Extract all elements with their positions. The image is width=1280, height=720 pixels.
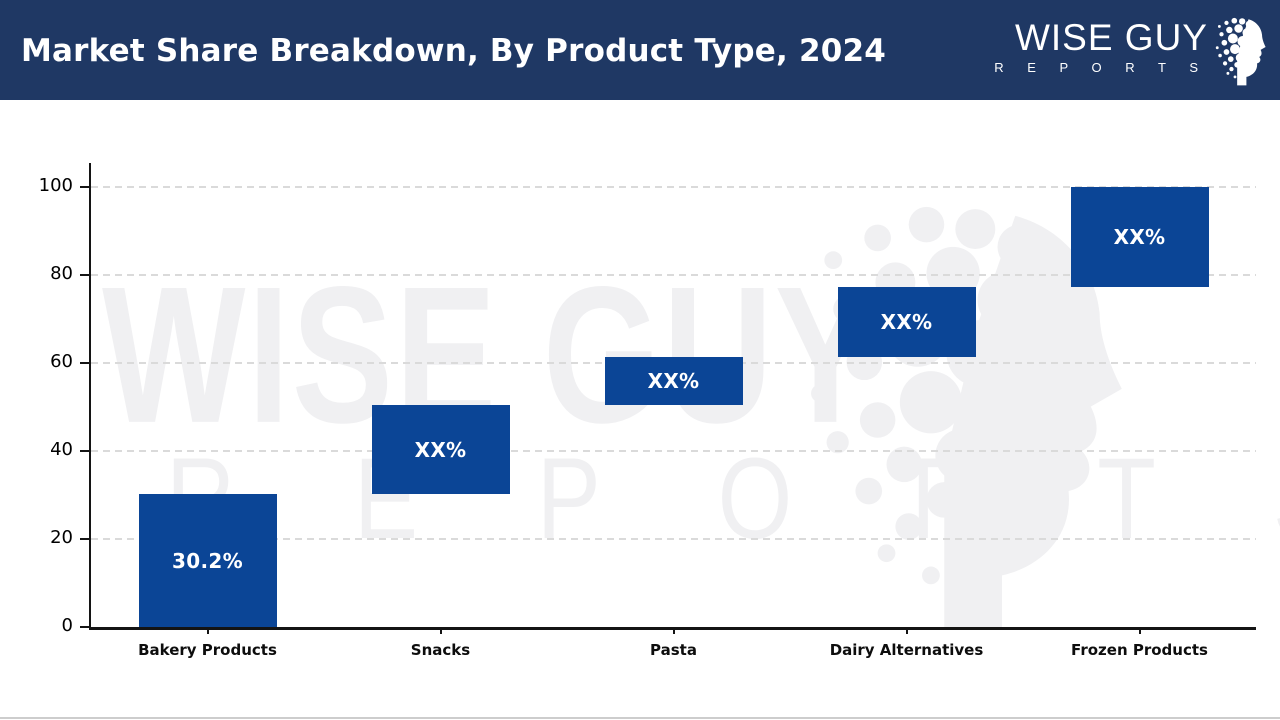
x-axis-tick bbox=[439, 627, 442, 634]
bar-value-label: XX% bbox=[1113, 225, 1166, 250]
x-axis-tick bbox=[206, 627, 209, 634]
category-label: Frozen Products bbox=[1071, 641, 1208, 659]
y-tick-label: 100 bbox=[38, 175, 73, 197]
plot-area: 0 20 40 60 80 100 30.2% Bakery Products XX% Snack… bbox=[39, 163, 1256, 659]
brand-name: WISE GUY bbox=[1014, 17, 1208, 58]
y-axis-tick bbox=[80, 626, 89, 628]
category-label: Bakery Products bbox=[138, 641, 277, 659]
brand-logo-text: WISE GUY R E P O R T S bbox=[994, 19, 1208, 75]
y-tick-label: 60 bbox=[50, 351, 73, 373]
gridline bbox=[91, 538, 1256, 541]
bar-value-label: 30.2% bbox=[172, 548, 243, 573]
y-axis-tick bbox=[80, 186, 89, 189]
category-label: Dairy Alternatives bbox=[829, 641, 984, 659]
bar: XX% bbox=[837, 287, 976, 358]
gridline bbox=[91, 274, 1256, 277]
y-axis-tick bbox=[80, 362, 89, 365]
gridline bbox=[91, 450, 1256, 453]
header: Market Share Breakdown, By Product Type,… bbox=[0, 0, 1280, 100]
page-title: Market Share Breakdown, By Product Type,… bbox=[21, 33, 887, 69]
head-profile-icon bbox=[1215, 17, 1266, 86]
y-tick-label: 0 bbox=[61, 615, 73, 636]
category-label: Snacks bbox=[410, 641, 471, 659]
y-tick-label: 80 bbox=[50, 263, 73, 285]
bar: XX% bbox=[1070, 187, 1209, 288]
y-axis-tick bbox=[80, 274, 89, 277]
bar-value-label: XX% bbox=[880, 310, 933, 335]
bar: XX% bbox=[371, 405, 510, 495]
brand-logo: WISE GUY R E P O R T S bbox=[994, 6, 1272, 96]
category-label: Pasta bbox=[650, 641, 697, 659]
bar-value-label: XX% bbox=[647, 369, 700, 394]
x-axis-tick bbox=[905, 627, 908, 634]
y-axis-tick bbox=[80, 538, 89, 541]
bar-value-label: XX% bbox=[414, 437, 467, 462]
y-tick-label: 40 bbox=[50, 439, 73, 461]
bar: XX% bbox=[604, 357, 743, 406]
bar: 30.2% bbox=[138, 494, 277, 627]
bottom-rule bbox=[0, 717, 1280, 719]
y-tick-label: 20 bbox=[50, 527, 73, 549]
brand-subname: R E P O R T S bbox=[994, 60, 1208, 75]
x-axis-tick bbox=[1138, 627, 1141, 634]
gridline bbox=[91, 186, 1256, 189]
y-axis-tick bbox=[80, 450, 89, 453]
x-axis-tick bbox=[672, 627, 675, 634]
